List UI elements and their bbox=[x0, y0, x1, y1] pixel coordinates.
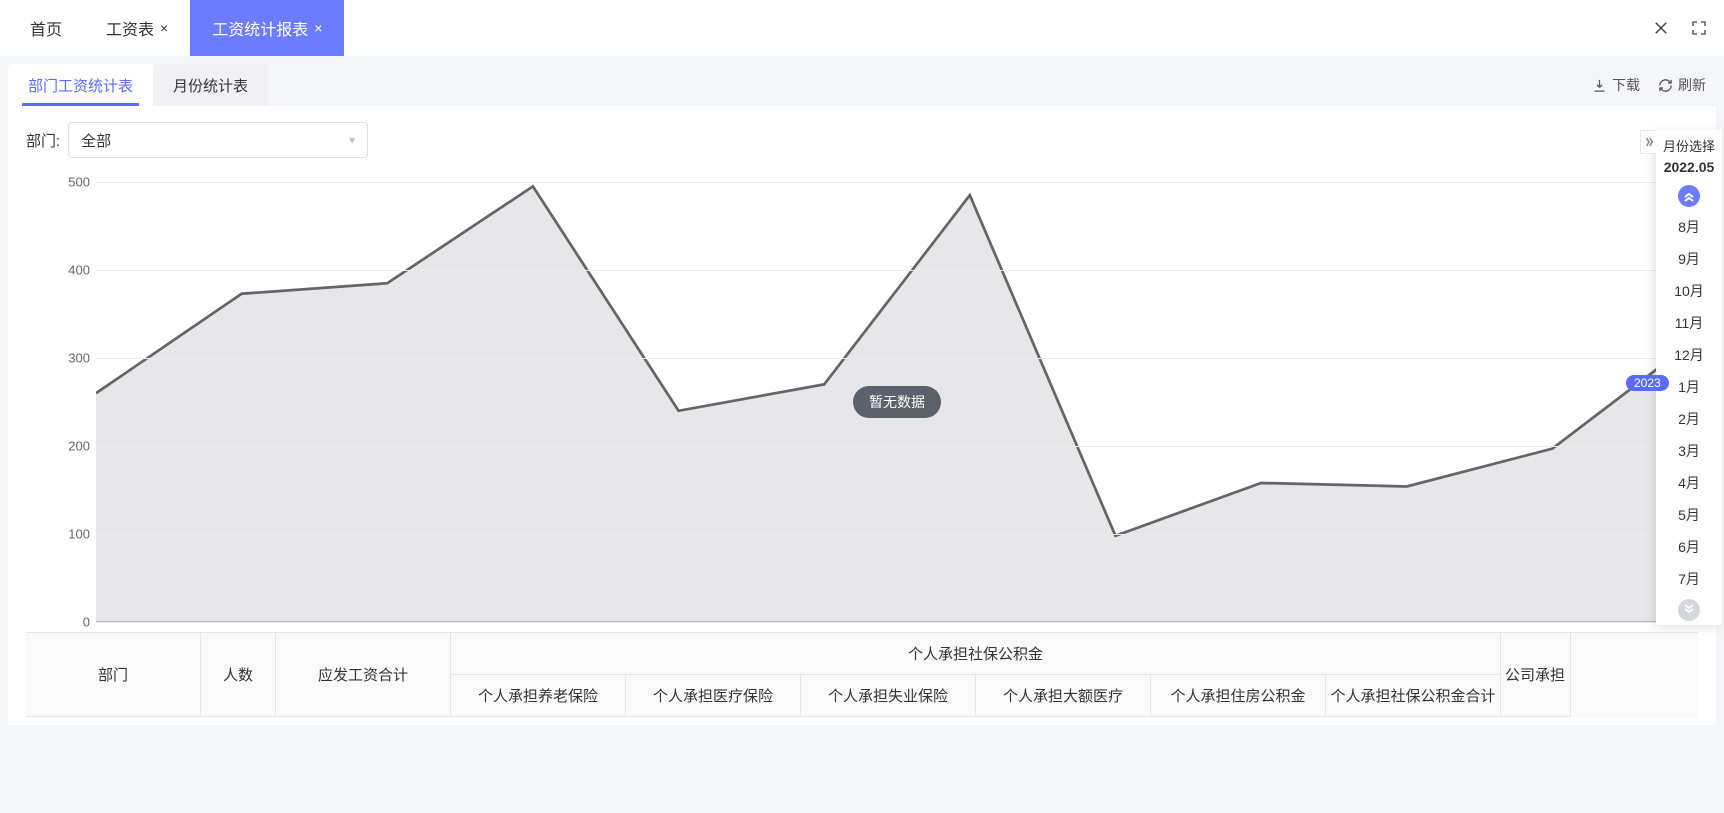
month-item[interactable]: 5月 bbox=[1656, 499, 1722, 531]
month-scroll-up-button[interactable] bbox=[1678, 185, 1700, 207]
dept-filter-label: 部门: bbox=[26, 130, 60, 151]
dept-select-value: 全部 bbox=[81, 130, 111, 151]
month-panel-collapse-button[interactable] bbox=[1640, 130, 1656, 154]
chart-gridline bbox=[96, 446, 1698, 447]
download-icon bbox=[1592, 78, 1607, 93]
top-tab-label: 首页 bbox=[30, 16, 62, 40]
month-scroll-down-button[interactable] bbox=[1678, 599, 1700, 621]
chart-empty-tooltip: 暂无数据 bbox=[853, 386, 941, 418]
table-header-cell: 个人承担失业保险 bbox=[801, 675, 976, 717]
month-item[interactable]: 10月 bbox=[1656, 275, 1722, 307]
tab-close-icon[interactable]: × bbox=[314, 20, 322, 36]
refresh-label: 刷新 bbox=[1678, 75, 1706, 95]
fullscreen-icon[interactable] bbox=[1682, 11, 1716, 45]
chevron-down-double-icon bbox=[1683, 604, 1695, 616]
table-group-header: 个人承担社保公积金 bbox=[451, 633, 1501, 675]
download-label: 下载 bbox=[1612, 75, 1640, 95]
month-item[interactable]: 3月 bbox=[1656, 435, 1722, 467]
download-button[interactable]: 下载 bbox=[1592, 75, 1640, 95]
report-panel: 部门: 全部 ▾ 暂无数据 0 100 200 300 400 500 部门人数应发工资合… bbox=[8, 106, 1716, 725]
table-header-cell: 个人承担社保公积金合计 bbox=[1326, 675, 1501, 717]
chart-gridline bbox=[96, 622, 1698, 623]
chevron-up-double-icon bbox=[1683, 190, 1695, 202]
area-chart: 暂无数据 0100200300400500 bbox=[26, 182, 1698, 622]
top-tab-bar: 首页 工资表 × 工资统计报表 × bbox=[0, 0, 1724, 56]
month-item[interactable]: 8月 bbox=[1656, 211, 1722, 243]
top-tab-label: 工资统计报表 bbox=[212, 16, 308, 40]
table-header-cell: 公司承担 bbox=[1501, 633, 1571, 717]
table-header-cell: 应发工资合计 bbox=[276, 633, 451, 717]
salary-table: 部门人数应发工资合计个人承担社保公积金个人承担养老保险个人承担医疗保险个人承担失… bbox=[26, 632, 1698, 717]
top-tab[interactable]: 工资统计报表 × bbox=[190, 0, 344, 56]
chart-y-tick: 200 bbox=[46, 439, 90, 454]
sub-tab[interactable]: 部门工资统计表 bbox=[8, 64, 153, 106]
top-tab-label: 工资表 bbox=[106, 16, 154, 40]
table-header-cell: 个人承担大额医疗 bbox=[976, 675, 1151, 717]
content-area: 部门工资统计表月份统计表 下载 刷新 部门: 全部 ▾ 暂无数据 bbox=[0, 56, 1724, 733]
month-year-badge: 2023 bbox=[1626, 375, 1669, 391]
month-item[interactable]: 7月 bbox=[1656, 563, 1722, 595]
chart-y-tick: 100 bbox=[46, 527, 90, 542]
chevron-down-icon: ▾ bbox=[349, 133, 355, 147]
refresh-icon bbox=[1658, 78, 1673, 93]
chart-gridline bbox=[96, 534, 1698, 535]
dept-select[interactable]: 全部 ▾ bbox=[68, 122, 368, 158]
month-item[interactable]: 9月 bbox=[1656, 243, 1722, 275]
close-icon[interactable] bbox=[1644, 11, 1678, 45]
table-header-cell: 人数 bbox=[201, 633, 276, 717]
month-item[interactable]: 6月 bbox=[1656, 531, 1722, 563]
chevron-right-icon bbox=[1645, 137, 1653, 147]
top-bar-actions bbox=[1644, 0, 1716, 56]
chart-gridline bbox=[96, 270, 1698, 271]
chart-y-tick: 300 bbox=[46, 351, 90, 366]
table-header-cell: 个人承担医疗保险 bbox=[626, 675, 801, 717]
sub-tab[interactable]: 月份统计表 bbox=[153, 64, 268, 106]
tab-close-icon[interactable]: × bbox=[160, 20, 168, 36]
top-tab[interactable]: 首页 bbox=[8, 0, 84, 56]
chart-gridline bbox=[96, 358, 1698, 359]
chart-gridline bbox=[96, 182, 1698, 183]
table-header-cell: 个人承担住房公积金 bbox=[1151, 675, 1326, 717]
month-item[interactable]: 1月2023 bbox=[1656, 371, 1722, 403]
month-item[interactable]: 4月 bbox=[1656, 467, 1722, 499]
chart-y-tick: 400 bbox=[46, 263, 90, 278]
chart-y-tick: 0 bbox=[46, 615, 90, 630]
sub-tab-bar: 部门工资统计表月份统计表 下载 刷新 bbox=[8, 64, 1716, 106]
panel-actions: 下载 刷新 bbox=[1592, 64, 1706, 106]
refresh-button[interactable]: 刷新 bbox=[1658, 75, 1706, 95]
month-item[interactable]: 12月 bbox=[1656, 339, 1722, 371]
month-selector-panel: 月份选择 2022.05 8月9月10月11月12月1月20232月3月4月5月… bbox=[1656, 130, 1722, 625]
month-item[interactable]: 11月 bbox=[1656, 307, 1722, 339]
table-header-cell: 部门 bbox=[26, 633, 201, 717]
month-panel-title: 月份选择 bbox=[1656, 130, 1722, 157]
top-tab[interactable]: 工资表 × bbox=[84, 0, 190, 56]
filter-row: 部门: 全部 ▾ bbox=[26, 122, 1698, 158]
table-header-cell: 个人承担养老保险 bbox=[451, 675, 626, 717]
month-panel-selected: 2022.05 bbox=[1656, 157, 1722, 181]
chart-y-tick: 500 bbox=[46, 175, 90, 190]
month-item[interactable]: 2月 bbox=[1656, 403, 1722, 435]
